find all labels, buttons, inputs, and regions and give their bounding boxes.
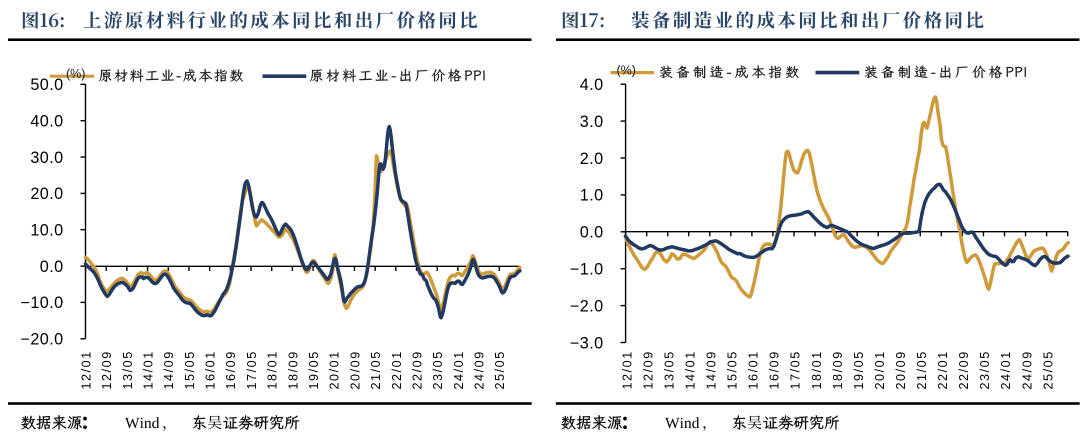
svg-text:16/01: 16/01 [747,350,761,389]
svg-text:22/09: 22/09 [410,350,424,389]
svg-text:13/05: 13/05 [662,350,676,389]
svg-text:20/09: 20/09 [894,350,908,389]
svg-text:(%): (%) [66,67,85,81]
svg-text:19/05: 19/05 [307,350,321,389]
svg-text:14/09: 14/09 [162,350,176,389]
svg-text:24/01: 24/01 [999,350,1013,389]
svg-text:0.0: 0.0 [40,258,64,276]
svg-text:17/05: 17/05 [789,350,803,389]
svg-text:−2.0: −2.0 [570,297,604,315]
svg-text:14/01: 14/01 [141,350,155,389]
svg-text:18/09: 18/09 [286,350,300,389]
svg-text:18/01: 18/01 [810,350,824,389]
svg-text:24/09: 24/09 [1020,350,1034,389]
svg-text:20.0: 20.0 [30,185,63,203]
svg-text:22/09: 22/09 [957,350,971,389]
svg-text:−10.0: −10.0 [21,294,64,312]
svg-text:1.0: 1.0 [580,187,604,205]
svg-text:14/09: 14/09 [705,350,719,389]
svg-text:22/01: 22/01 [390,350,404,389]
svg-text:12/01: 12/01 [79,350,93,389]
svg-text:(%): (%) [617,64,636,78]
svg-text:18/01: 18/01 [266,350,280,389]
svg-text:13/05: 13/05 [121,350,135,389]
svg-text:24/01: 24/01 [452,350,466,389]
svg-text:4.0: 4.0 [580,76,604,94]
svg-text:−20.0: −20.0 [21,331,64,349]
svg-text:22/01: 22/01 [936,350,950,389]
svg-text:24/09: 24/09 [473,350,487,389]
svg-text:12/09: 12/09 [641,350,655,389]
svg-text:0.0: 0.0 [580,224,604,242]
svg-text:21/05: 21/05 [915,350,929,389]
svg-text:16/09: 16/09 [768,350,782,389]
svg-text:18/09: 18/09 [831,350,845,389]
svg-text:15/05: 15/05 [726,350,740,389]
svg-text:21/05: 21/05 [369,350,383,389]
svg-text:12/01: 12/01 [620,350,634,389]
svg-text:20/01: 20/01 [328,350,342,389]
svg-text:19/05: 19/05 [852,350,866,389]
svg-text:23/05: 23/05 [978,350,992,389]
svg-text:30.0: 30.0 [30,149,63,167]
svg-text:23/05: 23/05 [431,350,445,389]
svg-text:25/05: 25/05 [1041,350,1055,389]
svg-text:10.0: 10.0 [30,222,63,240]
svg-text:12/09: 12/09 [100,350,114,389]
svg-text:40.0: 40.0 [30,113,63,131]
svg-text:−3.0: −3.0 [570,334,604,352]
svg-text:16/01: 16/01 [204,350,218,389]
svg-text:14/01: 14/01 [683,350,697,389]
svg-text:20/01: 20/01 [873,350,887,389]
svg-text:50.0: 50.0 [30,76,63,94]
svg-text:3.0: 3.0 [580,113,604,131]
svg-text:2.0: 2.0 [580,150,604,168]
svg-text:16/09: 16/09 [224,350,238,389]
svg-text:−1.0: −1.0 [570,261,604,279]
svg-text:25/05: 25/05 [493,350,507,389]
svg-text:15/05: 15/05 [183,350,197,389]
svg-text:20/09: 20/09 [348,350,362,389]
svg-text:17/05: 17/05 [245,350,259,389]
